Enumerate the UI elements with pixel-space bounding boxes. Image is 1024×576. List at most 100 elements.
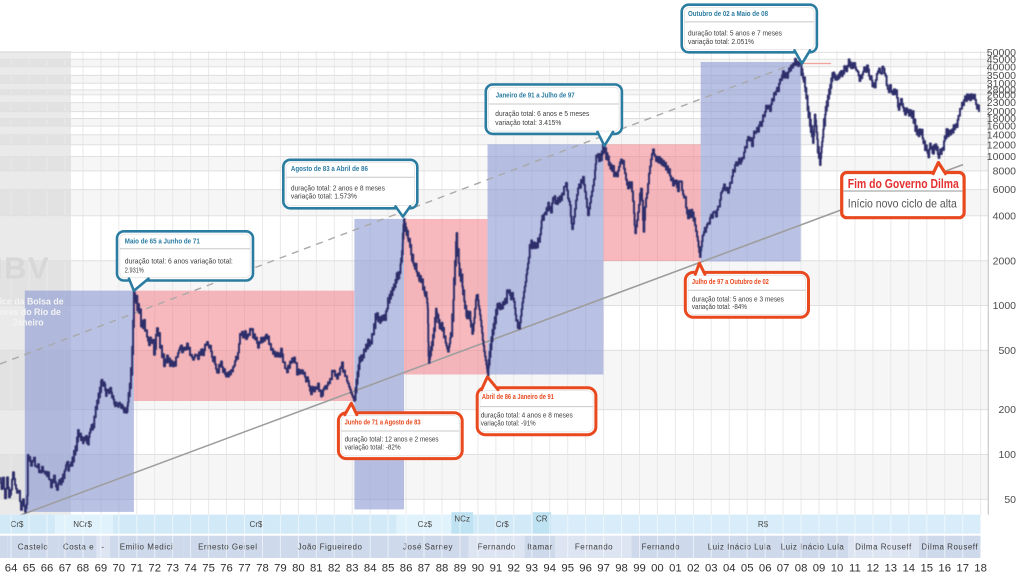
svg-text:Janeiro de 91 a Julho de 97: Janeiro de 91 a Julho de 97 bbox=[496, 91, 575, 100]
svg-text:17: 17 bbox=[956, 563, 969, 575]
svg-text:77: 77 bbox=[238, 563, 251, 575]
svg-text:8000: 8000 bbox=[993, 166, 1017, 178]
svg-text:duração total: 2 anos e 8 mese: duração total: 2 anos e 8 meses bbox=[291, 183, 385, 192]
svg-text:01: 01 bbox=[669, 563, 682, 575]
svg-text:200: 200 bbox=[998, 404, 1016, 416]
svg-text:75: 75 bbox=[202, 563, 215, 575]
svg-text:70: 70 bbox=[113, 563, 126, 575]
svg-text:Luiz Inácio Lula: Luiz Inácio Lula bbox=[708, 543, 772, 552]
svg-text:26000: 26000 bbox=[987, 89, 1016, 101]
svg-text:2000: 2000 bbox=[993, 255, 1017, 267]
svg-text:05: 05 bbox=[741, 563, 754, 575]
svg-text:Dilma Rouseff: Dilma Rouseff bbox=[855, 543, 912, 552]
svg-text:45000: 45000 bbox=[987, 54, 1016, 66]
svg-text:85: 85 bbox=[382, 563, 395, 575]
svg-text:78: 78 bbox=[256, 563, 269, 575]
svg-text:duração total: 5 anos e 7 mese: duração total: 5 anos e 7 meses bbox=[688, 28, 782, 37]
svg-text:Cr$: Cr$ bbox=[250, 520, 263, 529]
svg-text:18000: 18000 bbox=[987, 113, 1016, 125]
svg-text:15: 15 bbox=[921, 563, 934, 575]
svg-text:81: 81 bbox=[310, 563, 323, 575]
svg-text:R$: R$ bbox=[758, 520, 769, 529]
svg-text:16000: 16000 bbox=[987, 121, 1016, 133]
svg-text:11: 11 bbox=[849, 563, 861, 575]
svg-text:Cz$: Cz$ bbox=[418, 520, 433, 529]
svg-text:35000: 35000 bbox=[987, 70, 1016, 82]
svg-text:16: 16 bbox=[938, 563, 951, 575]
svg-text:variação total: -82%: variação total: -82% bbox=[345, 443, 401, 452]
svg-text:12000: 12000 bbox=[987, 139, 1016, 151]
svg-text:Fernando: Fernando bbox=[575, 543, 613, 552]
svg-text:97: 97 bbox=[597, 563, 610, 575]
svg-text:1000: 1000 bbox=[993, 300, 1017, 312]
svg-text:08: 08 bbox=[795, 563, 808, 575]
svg-text:Cr$: Cr$ bbox=[496, 520, 509, 529]
svg-text:CR: CR bbox=[536, 515, 548, 524]
svg-text:variação total: 1.573%: variação total: 1.573% bbox=[291, 192, 357, 201]
svg-text:99: 99 bbox=[633, 563, 646, 575]
svg-text:93: 93 bbox=[526, 563, 539, 575]
svg-text:Junho de 71 a Agosto de 83: Junho de 71 a Agosto de 83 bbox=[345, 418, 421, 427]
svg-text:67: 67 bbox=[59, 563, 72, 575]
svg-text:Ernesto Geisel: Ernesto Geisel bbox=[198, 543, 257, 552]
svg-text:84: 84 bbox=[364, 563, 377, 575]
svg-text:duração total: 12 anos e 2 mes: duração total: 12 anos e 2 meses bbox=[345, 435, 439, 444]
svg-text:23000: 23000 bbox=[987, 97, 1016, 109]
svg-text:80: 80 bbox=[292, 563, 305, 575]
svg-text:31000: 31000 bbox=[987, 78, 1016, 90]
svg-text:Maio de 65 a Junho de 71: Maio de 65 a Junho de 71 bbox=[125, 236, 200, 245]
svg-text:NCz: NCz bbox=[454, 515, 470, 524]
svg-text:Cr$: Cr$ bbox=[11, 520, 24, 529]
svg-text:98: 98 bbox=[615, 563, 628, 575]
svg-text:-: - bbox=[101, 543, 104, 552]
svg-text:duração total: 4 anos e 8 mese: duração total: 4 anos e 8 meses bbox=[481, 411, 573, 420]
svg-text:79: 79 bbox=[274, 563, 287, 575]
svg-text:variação total: -84%: variação total: -84% bbox=[692, 302, 747, 311]
svg-text:Julho de 97 a Outubro de 02: Julho de 97 a Outubro de 02 bbox=[692, 277, 769, 286]
svg-text:68: 68 bbox=[77, 563, 90, 575]
svg-text:04: 04 bbox=[723, 563, 736, 575]
svg-text:variação total: -91%: variação total: -91% bbox=[481, 419, 536, 428]
svg-text:50000: 50000 bbox=[987, 47, 1016, 59]
svg-text:500: 500 bbox=[998, 345, 1016, 357]
svg-text:variação total: 3.415%: variação total: 3.415% bbox=[495, 118, 561, 127]
svg-text:00: 00 bbox=[651, 563, 664, 575]
svg-text:71: 71 bbox=[131, 563, 144, 575]
svg-text:50: 50 bbox=[1004, 494, 1016, 506]
svg-text:13: 13 bbox=[885, 563, 898, 575]
svg-text:100: 100 bbox=[998, 449, 1016, 461]
svg-text:82: 82 bbox=[328, 563, 341, 575]
svg-text:90: 90 bbox=[472, 563, 485, 575]
svg-text:Dilma Rouseff: Dilma Rouseff bbox=[922, 543, 979, 552]
svg-text:Início novo ciclo de alta: Início novo ciclo de alta bbox=[848, 197, 957, 211]
svg-text:88: 88 bbox=[436, 563, 449, 575]
svg-text:12: 12 bbox=[867, 563, 880, 575]
svg-text:Costa e: Costa e bbox=[63, 543, 94, 552]
svg-text:variação total: 2.051%: variação total: 2.051% bbox=[688, 37, 754, 46]
svg-text:Luiz Inácio Lula: Luiz Inácio Lula bbox=[781, 543, 845, 552]
svg-text:83: 83 bbox=[346, 563, 359, 575]
svg-text:64: 64 bbox=[5, 563, 18, 575]
svg-text:duração total: 5 anos e 3 mese: duração total: 5 anos e 3 meses bbox=[692, 295, 784, 304]
svg-text:IBV: IBV bbox=[0, 251, 50, 286]
svg-text:94: 94 bbox=[543, 563, 556, 575]
svg-text:João Figueiredo: João Figueiredo bbox=[298, 543, 363, 552]
svg-text:Valores do Rio de: Valores do Rio de bbox=[0, 307, 61, 317]
svg-text:66: 66 bbox=[41, 563, 54, 575]
svg-text:2.931%: 2.931% bbox=[125, 266, 144, 275]
svg-text:72: 72 bbox=[148, 563, 161, 575]
svg-text:Fernando: Fernando bbox=[478, 543, 516, 552]
svg-text:18: 18 bbox=[974, 563, 987, 575]
svg-text:6000: 6000 bbox=[993, 184, 1017, 196]
svg-text:87: 87 bbox=[418, 563, 431, 575]
svg-text:65: 65 bbox=[23, 563, 36, 575]
svg-text:02: 02 bbox=[687, 563, 700, 575]
svg-text:Emilio Medici: Emilio Medici bbox=[120, 543, 174, 552]
svg-text:40000: 40000 bbox=[987, 61, 1016, 73]
svg-text:14000: 14000 bbox=[987, 129, 1016, 141]
svg-text:96: 96 bbox=[579, 563, 592, 575]
svg-text:09: 09 bbox=[813, 563, 826, 575]
svg-text:Abril de 86 a Janeiro de 91: Abril de 86 a Janeiro de 91 bbox=[482, 392, 554, 401]
svg-text:28000: 28000 bbox=[987, 85, 1016, 97]
svg-text:03: 03 bbox=[705, 563, 718, 575]
